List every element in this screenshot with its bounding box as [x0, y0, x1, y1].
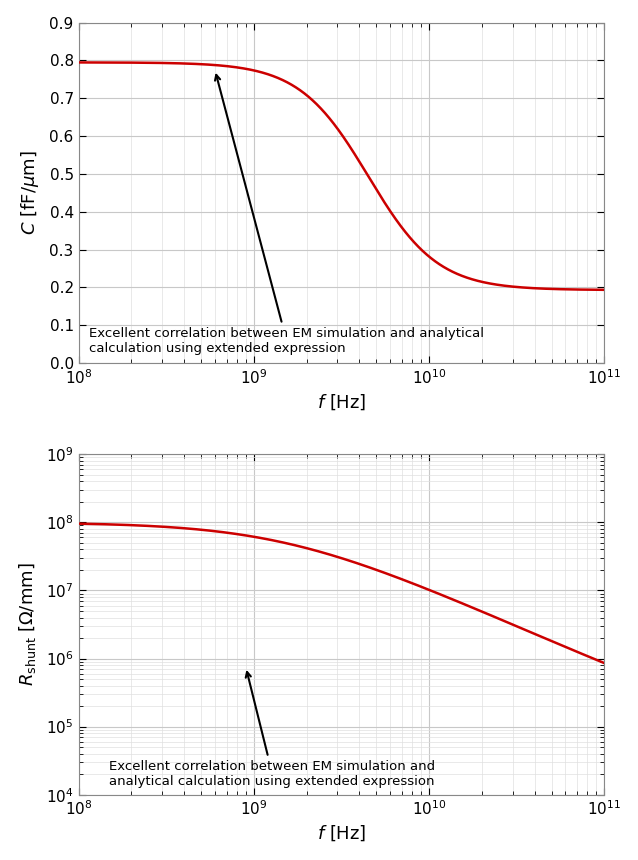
Text: Excellent correlation between EM simulation and
analytical calculation using ext: Excellent correlation between EM simulat… [109, 672, 436, 789]
Text: Excellent correlation between EM simulation and analytical
calculation using ext: Excellent correlation between EM simulat… [89, 75, 484, 355]
Y-axis label: $R_{\mathrm{shunt}}$ [$\Omega$/mm]: $R_{\mathrm{shunt}}$ [$\Omega$/mm] [17, 562, 38, 686]
X-axis label: $f$ [Hz]: $f$ [Hz] [317, 392, 366, 412]
X-axis label: $f$ [Hz]: $f$ [Hz] [317, 824, 366, 844]
Y-axis label: $C$ [fF/$\mu$m]: $C$ [fF/$\mu$m] [19, 150, 41, 235]
